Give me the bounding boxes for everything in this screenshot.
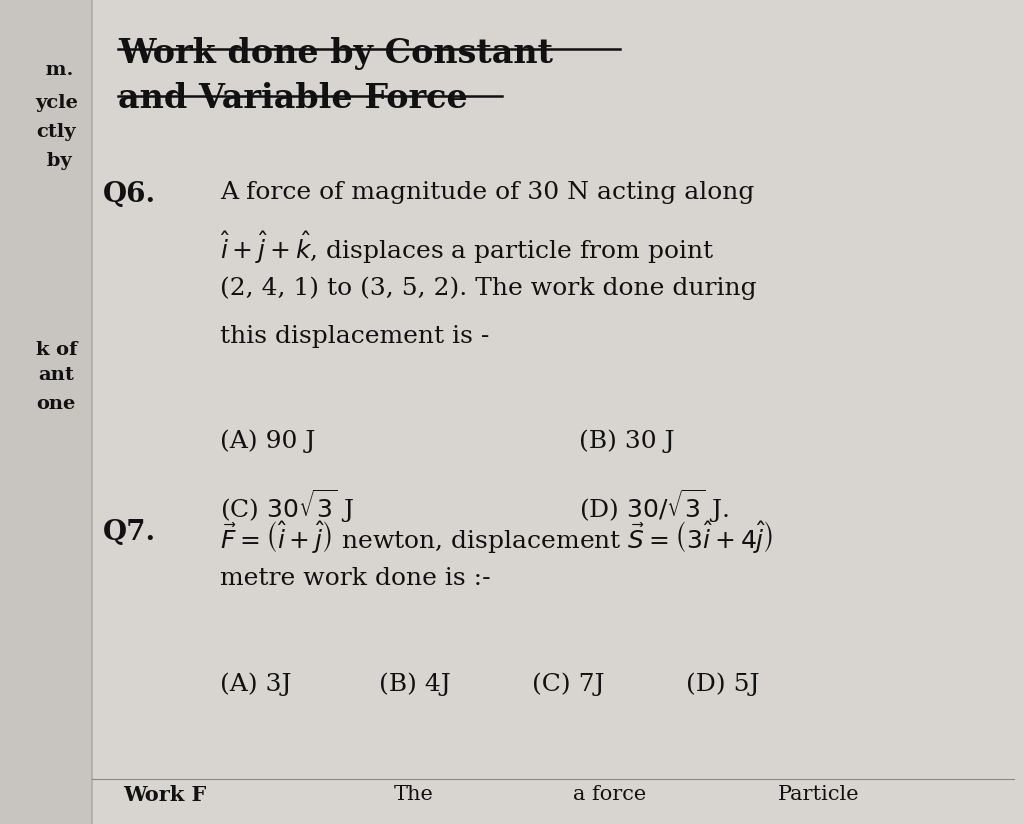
- Text: ctly: ctly: [37, 123, 76, 141]
- Text: Particle: Particle: [778, 785, 860, 804]
- Text: (B) 30 J: (B) 30 J: [579, 430, 674, 453]
- Text: m.: m.: [39, 61, 74, 79]
- Text: a force: a force: [573, 785, 647, 804]
- Text: (D) $30/\sqrt{3}$ J.: (D) $30/\sqrt{3}$ J.: [579, 487, 728, 525]
- Text: $\vec{F}=\left(\hat{i}+\hat{j}\right)$ newton, displacement $\vec{S}=\left(3\hat: $\vec{F}=\left(\hat{i}+\hat{j}\right)$ n…: [220, 519, 773, 555]
- Bar: [0, 0, 92, 824]
- Text: by: by: [40, 152, 73, 170]
- Text: (B) 4J: (B) 4J: [379, 672, 451, 695]
- Text: (C) $30\sqrt{3}$ J: (C) $30\sqrt{3}$ J: [220, 487, 354, 525]
- Text: one: one: [37, 395, 76, 413]
- Text: (A) 90 J: (A) 90 J: [220, 430, 315, 453]
- Text: k of: k of: [36, 341, 77, 359]
- Text: (2, 4, 1) to (3, 5, 2). The work done during: (2, 4, 1) to (3, 5, 2). The work done du…: [220, 277, 757, 301]
- Text: $\hat{i}+\hat{j}+\hat{k}$, displaces a particle from point: $\hat{i}+\hat{j}+\hat{k}$, displaces a p…: [220, 229, 715, 265]
- Text: Q6.: Q6.: [102, 181, 156, 208]
- Text: ycle: ycle: [35, 94, 78, 112]
- Text: this displacement is -: this displacement is -: [220, 325, 489, 348]
- Text: The: The: [394, 785, 434, 804]
- Text: (A) 3J: (A) 3J: [220, 672, 292, 695]
- Text: ant: ant: [38, 366, 75, 384]
- Text: Work done by Constant: Work done by Constant: [118, 37, 553, 70]
- Text: Q7.: Q7.: [102, 519, 156, 546]
- Text: metre work done is :-: metre work done is :-: [220, 567, 490, 590]
- Text: (C) 7J: (C) 7J: [532, 672, 605, 695]
- Text: Work F: Work F: [123, 785, 206, 805]
- Text: A force of magnitude of 30 N acting along: A force of magnitude of 30 N acting alon…: [220, 181, 755, 204]
- Text: and Variable Force: and Variable Force: [118, 82, 468, 115]
- Text: (D) 5J: (D) 5J: [686, 672, 760, 695]
